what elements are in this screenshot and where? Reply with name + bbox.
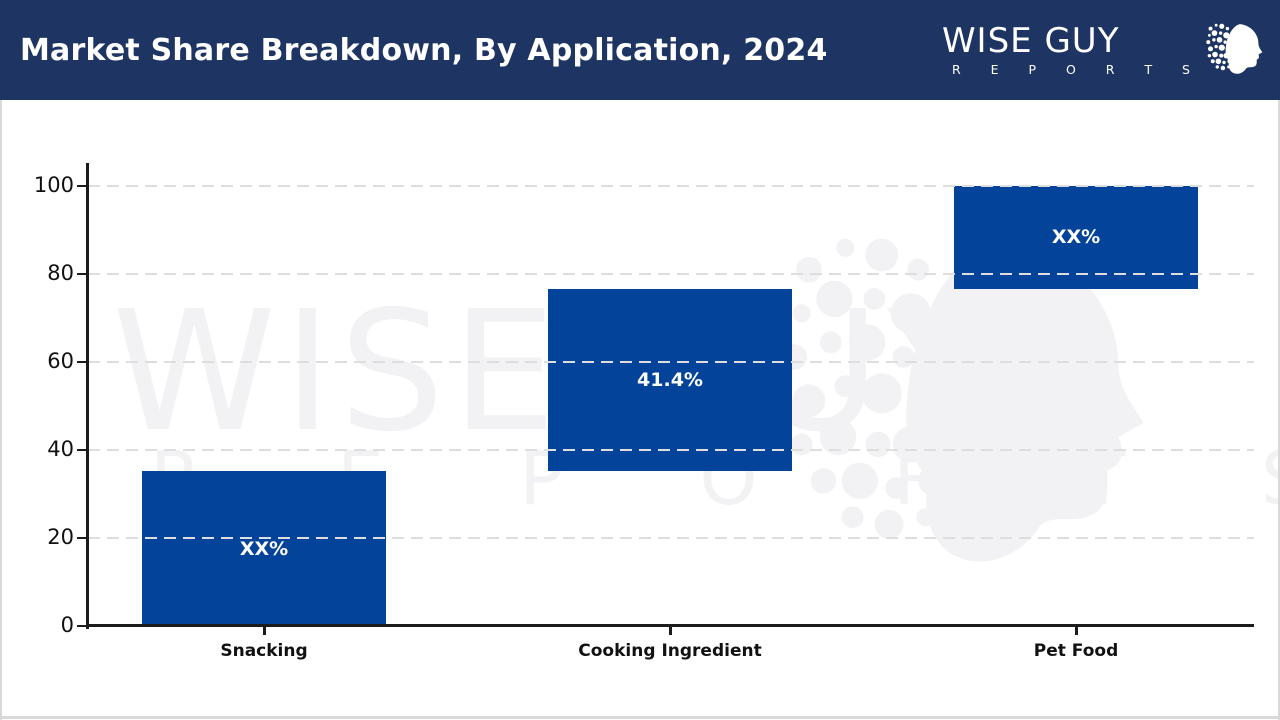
y-tick-0 bbox=[77, 625, 87, 627]
x-tick-snacking bbox=[263, 627, 266, 635]
y-tick-label-40: 40 bbox=[47, 437, 74, 461]
bar-pet-food: XX% bbox=[954, 186, 1198, 289]
gridline-80 bbox=[88, 273, 1254, 275]
page-title: Market Share Breakdown, By Application, … bbox=[20, 32, 828, 68]
x-axis-line bbox=[86, 624, 1254, 627]
gridline-20 bbox=[88, 537, 1254, 539]
y-tick-60 bbox=[77, 361, 87, 363]
y-tick-label-20: 20 bbox=[47, 525, 74, 549]
page-edge-left bbox=[0, 100, 2, 720]
logo-subtext: R E P O R T S bbox=[951, 61, 1203, 77]
y-tick-label-60: 60 bbox=[47, 349, 74, 373]
x-axis-label-snacking: Snacking bbox=[220, 641, 308, 661]
y-tick-100 bbox=[77, 185, 87, 187]
bar-snacking: XX% bbox=[142, 471, 386, 626]
bar-value-label: 41.4% bbox=[637, 369, 703, 392]
wiseguy-logo: WISE GUY R E P O R T S bbox=[942, 9, 1268, 91]
y-tick-40 bbox=[77, 449, 87, 451]
bar-value-label: XX% bbox=[239, 537, 289, 560]
y-tick-80 bbox=[77, 273, 87, 275]
y-axis-line bbox=[86, 163, 89, 629]
x-axis-label-pet-food: Pet Food bbox=[1033, 641, 1119, 661]
page-edge-bottom bbox=[0, 716, 1280, 719]
x-tick-cooking-ingredient bbox=[669, 627, 672, 635]
bar-cooking-ingredient: 41.4% bbox=[548, 288, 792, 472]
x-tick-pet-food bbox=[1075, 627, 1078, 635]
gridline-40 bbox=[88, 449, 1254, 451]
gridline-60 bbox=[88, 361, 1254, 363]
logo-head-icon bbox=[1206, 9, 1268, 91]
bar-value-label: XX% bbox=[1051, 226, 1101, 249]
page-edge-right bbox=[1278, 100, 1280, 720]
header: Market Share Breakdown, By Application, … bbox=[0, 0, 1280, 100]
y-tick-label-100: 100 bbox=[33, 173, 74, 197]
logo-text: WISE GUY R E P O R T S bbox=[942, 24, 1203, 77]
gridline-100 bbox=[88, 185, 1254, 187]
y-tick-label-0: 0 bbox=[60, 613, 74, 637]
y-tick-20 bbox=[77, 537, 87, 539]
x-axis-label-cooking-ingredient: Cooking Ingredient bbox=[578, 641, 762, 661]
logo-wordmark: WISE GUY bbox=[941, 20, 1120, 61]
y-tick-label-80: 80 bbox=[47, 261, 74, 285]
